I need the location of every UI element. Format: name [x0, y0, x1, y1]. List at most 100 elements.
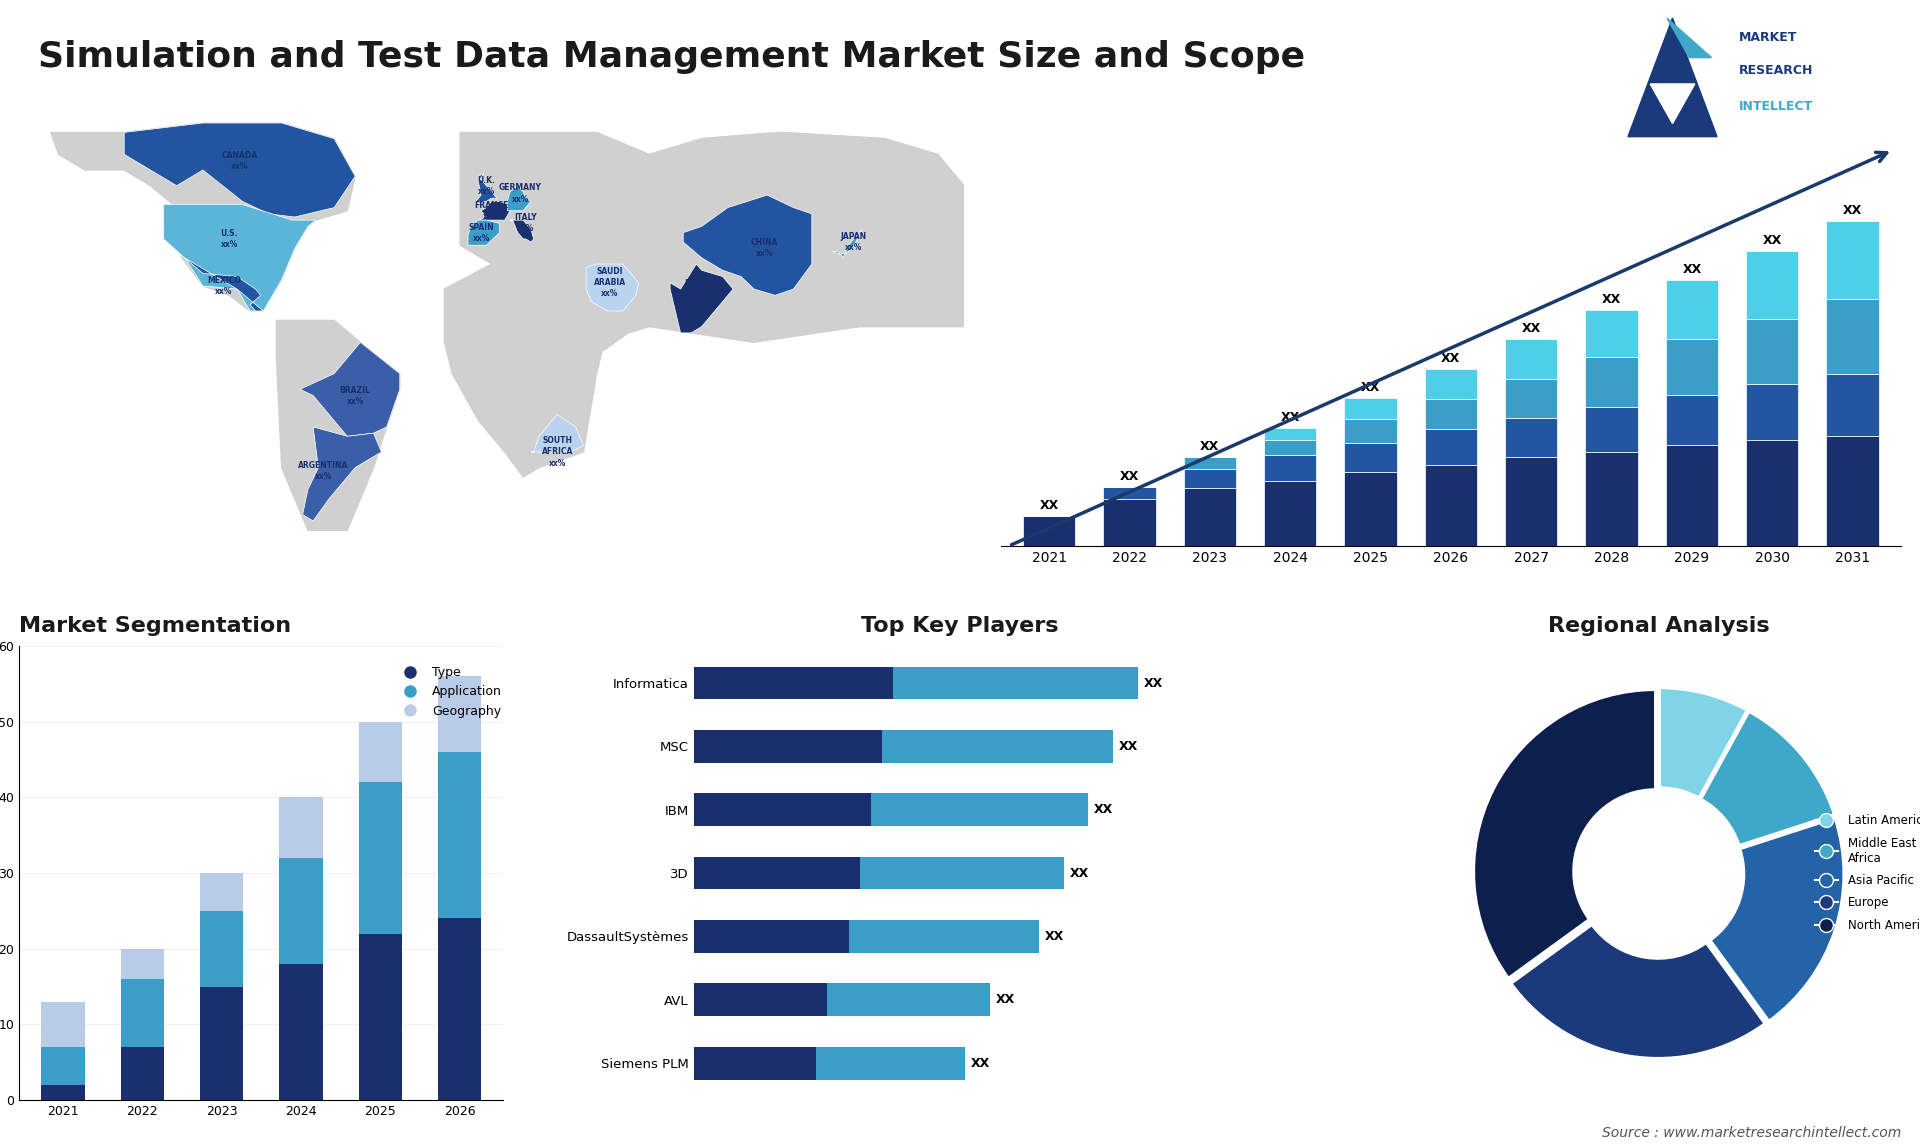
Bar [40, 1085, 84, 1100]
Bar [1667, 281, 1718, 339]
Polygon shape [1667, 18, 1711, 57]
Bar [1826, 299, 1878, 374]
Bar [1344, 442, 1396, 472]
Text: INDIA
xx%: INDIA xx% [684, 278, 708, 299]
Bar [1425, 464, 1476, 545]
Bar [1826, 374, 1878, 435]
Bar [359, 934, 401, 1100]
Text: XX: XX [1442, 352, 1461, 364]
Text: XX: XX [1843, 204, 1862, 217]
Text: BRAZIL
xx%: BRAZIL xx% [340, 385, 371, 406]
Bar [828, 983, 989, 1017]
Text: SOUTH
AFRICA
xx%: SOUTH AFRICA xx% [541, 437, 572, 468]
Text: XX: XX [1200, 440, 1219, 453]
Wedge shape [1701, 712, 1834, 846]
Text: ITALY
xx%: ITALY xx% [515, 213, 538, 234]
Bar [200, 873, 244, 911]
Polygon shape [586, 264, 639, 311]
Bar [1745, 319, 1799, 384]
Polygon shape [303, 427, 382, 521]
Bar [359, 722, 401, 783]
Bar [1263, 455, 1317, 481]
Bar [1344, 419, 1396, 442]
Text: JAPAN
xx%: JAPAN xx% [841, 231, 866, 252]
Text: U.K.
xx%: U.K. xx% [478, 175, 495, 196]
Bar [1667, 339, 1718, 394]
Bar [1586, 407, 1638, 452]
Bar [1344, 472, 1396, 545]
Bar [1826, 221, 1878, 299]
Text: FRANCE
xx%: FRANCE xx% [474, 201, 509, 221]
Bar [40, 1002, 84, 1047]
Text: XX: XX [1119, 740, 1139, 753]
Bar [121, 949, 165, 979]
Text: XX: XX [1094, 803, 1114, 816]
Bar [693, 983, 828, 1017]
Polygon shape [478, 202, 511, 220]
Text: XX: XX [995, 994, 1016, 1006]
Polygon shape [50, 123, 355, 311]
Bar [1344, 399, 1396, 419]
Text: XX: XX [1069, 866, 1089, 879]
Text: Market Segmentation: Market Segmentation [19, 617, 292, 636]
Polygon shape [649, 133, 937, 343]
Bar [816, 1046, 966, 1080]
Polygon shape [1628, 18, 1716, 136]
Bar [1745, 251, 1799, 319]
Bar [1023, 517, 1075, 545]
Text: XX: XX [972, 1057, 991, 1069]
Text: ARGENTINA
xx%: ARGENTINA xx% [298, 461, 349, 481]
Bar [860, 856, 1064, 889]
Bar [438, 676, 482, 752]
Text: XX: XX [1119, 470, 1139, 482]
Bar [693, 730, 883, 763]
Polygon shape [670, 264, 733, 333]
Bar [1425, 399, 1476, 429]
Text: XX: XX [1281, 410, 1300, 424]
Polygon shape [276, 321, 399, 531]
Polygon shape [1649, 84, 1695, 124]
Text: XX: XX [1763, 234, 1782, 246]
Text: RESEARCH: RESEARCH [1740, 64, 1814, 77]
Bar [438, 918, 482, 1100]
Bar [1667, 394, 1718, 445]
Text: INTELLECT: INTELLECT [1740, 100, 1814, 112]
Text: U.S.
xx%: U.S. xx% [221, 229, 238, 249]
Bar [1263, 427, 1317, 440]
Bar [693, 793, 872, 826]
Text: MARKET: MARKET [1740, 31, 1797, 45]
Bar [1826, 435, 1878, 545]
Polygon shape [833, 229, 862, 258]
Polygon shape [532, 415, 584, 452]
Text: Simulation and Test Data Management Market Size and Scope: Simulation and Test Data Management Mark… [38, 40, 1306, 74]
Bar [1425, 429, 1476, 464]
Polygon shape [461, 133, 964, 343]
Bar [40, 1047, 84, 1085]
Text: MEXICO
xx%: MEXICO xx% [207, 276, 240, 296]
Bar [1505, 378, 1557, 418]
Bar [1104, 487, 1156, 499]
Text: Source : www.marketresearchintellect.com: Source : www.marketresearchintellect.com [1601, 1127, 1901, 1140]
Bar [693, 1046, 816, 1080]
Bar [1586, 358, 1638, 407]
Bar [1425, 369, 1476, 399]
Bar [1104, 499, 1156, 545]
Bar [1185, 457, 1236, 469]
Polygon shape [184, 258, 263, 311]
Text: SPAIN
xx%: SPAIN xx% [468, 222, 493, 243]
Polygon shape [476, 173, 497, 202]
Bar [872, 793, 1089, 826]
Bar [278, 798, 323, 858]
Bar [278, 964, 323, 1100]
Text: CANADA
xx%: CANADA xx% [221, 150, 257, 171]
Bar [278, 858, 323, 964]
Bar [693, 920, 849, 952]
Bar [1263, 440, 1317, 455]
Text: XX: XX [1044, 929, 1064, 943]
Bar [1263, 481, 1317, 545]
Text: XX: XX [1039, 499, 1058, 512]
Legend: Type, Application, Geography: Type, Application, Geography [392, 661, 507, 723]
Text: XX: XX [1521, 322, 1542, 335]
Bar [1745, 440, 1799, 545]
Bar [883, 730, 1114, 763]
